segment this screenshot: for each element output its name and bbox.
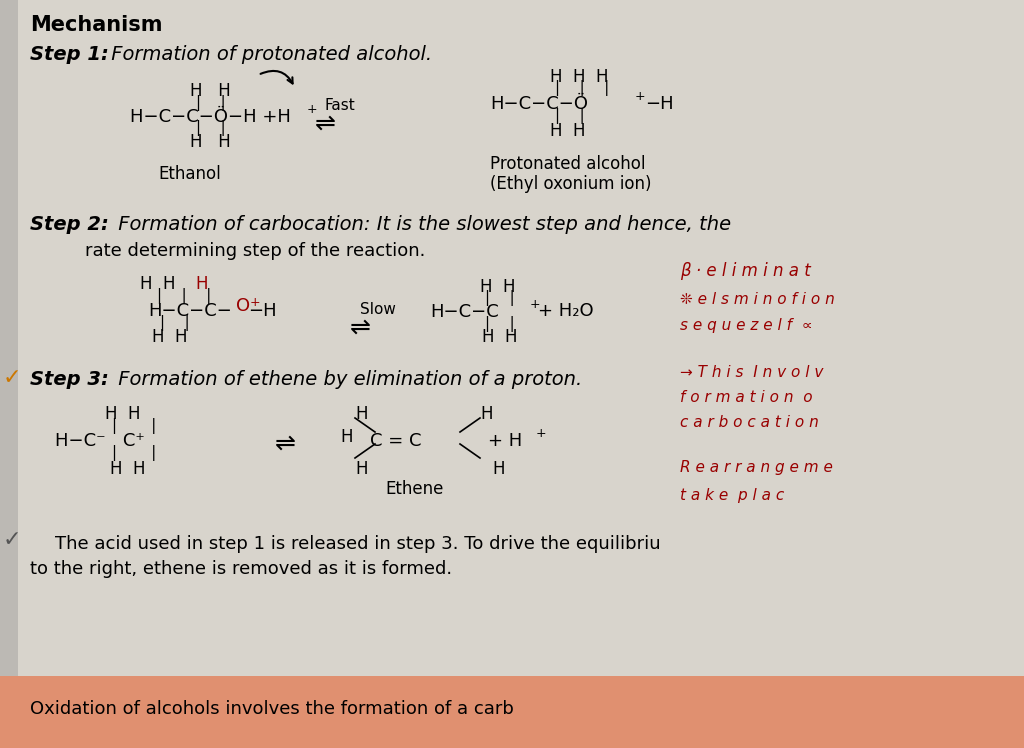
- Text: H−C⁻   C⁺: H−C⁻ C⁺: [55, 432, 144, 450]
- Text: H  H: H H: [550, 122, 586, 140]
- Text: H−C−C: H−C−C: [430, 303, 499, 321]
- Text: H: H: [480, 405, 493, 423]
- Text: |    |: | |: [485, 316, 515, 332]
- Text: + H: + H: [488, 432, 522, 450]
- Text: |    |: | |: [555, 108, 585, 124]
- Text: H: H: [355, 405, 368, 423]
- Text: −H: −H: [248, 302, 276, 320]
- Text: H−C−C−: H−C−C−: [148, 302, 231, 320]
- Text: H: H: [492, 460, 505, 478]
- Text: |    |: | |: [196, 95, 225, 111]
- Text: Formation of protonated alcohol.: Formation of protonated alcohol.: [105, 45, 432, 64]
- Text: |       |: | |: [112, 445, 157, 461]
- Text: Ethene: Ethene: [386, 480, 444, 498]
- Text: Slow: Slow: [360, 302, 396, 317]
- Text: +: +: [307, 103, 317, 116]
- Text: t a k e  p l a c: t a k e p l a c: [680, 488, 784, 503]
- Text: c a r b o c a t i o n: c a r b o c a t i o n: [680, 415, 819, 430]
- Text: to the right, ethene is removed as it is formed.: to the right, ethene is removed as it is…: [30, 560, 453, 578]
- Text: H−C−C−Ö: H−C−C−Ö: [490, 95, 588, 113]
- Text: Oxidation of alcohols involves the formation of a carb: Oxidation of alcohols involves the forma…: [30, 700, 514, 718]
- Bar: [0, 0, 18, 748]
- Text: ⇌: ⇌: [274, 432, 296, 456]
- Text: H  H: H H: [105, 405, 140, 423]
- Text: Step 2:: Step 2:: [30, 215, 109, 234]
- Text: Step 3:: Step 3:: [30, 370, 109, 389]
- Text: |    |: | |: [196, 120, 225, 136]
- Text: H  H  H: H H H: [550, 68, 608, 86]
- Text: +: +: [530, 298, 541, 311]
- Text: (Ethyl oxonium ion): (Ethyl oxonium ion): [490, 175, 651, 193]
- Text: H   H: H H: [190, 82, 230, 100]
- Text: −H: −H: [645, 95, 674, 113]
- Text: +: +: [250, 296, 261, 309]
- Bar: [0, 676, 1024, 748]
- Text: H  H: H H: [110, 460, 145, 478]
- Text: |       |: | |: [112, 418, 157, 434]
- Text: ✓: ✓: [3, 530, 22, 550]
- Text: O: O: [236, 297, 250, 315]
- Text: +: +: [536, 427, 547, 440]
- Text: f o r m a t i o n  o: f o r m a t i o n o: [680, 390, 813, 405]
- Text: ❊ e l s m i n o f i o n: ❊ e l s m i n o f i o n: [680, 292, 835, 307]
- Text: H−C−C−Ö−H +H: H−C−C−Ö−H +H: [130, 108, 291, 126]
- Text: H: H: [195, 275, 208, 293]
- Text: H: H: [355, 460, 368, 478]
- Text: ⇌: ⇌: [349, 316, 371, 340]
- Text: +: +: [635, 90, 645, 103]
- Text: Protonated alcohol: Protonated alcohol: [490, 155, 645, 173]
- Text: rate determining step of the reaction.: rate determining step of the reaction.: [85, 242, 425, 260]
- Text: + H₂O: + H₂O: [538, 302, 594, 320]
- Text: H: H: [340, 428, 352, 446]
- Text: H  H: H H: [140, 275, 186, 293]
- Text: H  H: H H: [152, 328, 187, 346]
- Text: Formation of ethene by elimination of a proton.: Formation of ethene by elimination of a …: [112, 370, 583, 389]
- Text: Fast: Fast: [325, 98, 355, 113]
- Text: |    |    |: | | |: [555, 80, 609, 96]
- Text: Ethanol: Ethanol: [159, 165, 221, 183]
- Text: The acid used in step 1 is released in step 3. To drive the equilibriu: The acid used in step 1 is released in s…: [55, 535, 660, 553]
- Text: H  H: H H: [482, 328, 517, 346]
- Text: ✓: ✓: [3, 368, 22, 388]
- Text: Formation of carbocation: It is the slowest step and hence, the: Formation of carbocation: It is the slow…: [112, 215, 731, 234]
- Text: Step 1:: Step 1:: [30, 45, 109, 64]
- Text: → T h i s  I n v o l v: → T h i s I n v o l v: [680, 365, 823, 380]
- Text: β · e l i m i n a t: β · e l i m i n a t: [680, 262, 811, 280]
- Text: |    |: | |: [485, 290, 515, 306]
- Text: s e q u e z e l f  ∝: s e q u e z e l f ∝: [680, 318, 813, 333]
- Text: H   H: H H: [190, 133, 230, 151]
- Text: Mechanism: Mechanism: [30, 15, 163, 35]
- Text: R e a r r a n g e m e: R e a r r a n g e m e: [680, 460, 833, 475]
- Text: |    |    |: | | |: [157, 288, 211, 304]
- Text: H  H: H H: [480, 278, 515, 296]
- Text: ⇌: ⇌: [314, 112, 336, 136]
- Text: C = C: C = C: [370, 432, 422, 450]
- Text: |    |: | |: [160, 315, 189, 331]
